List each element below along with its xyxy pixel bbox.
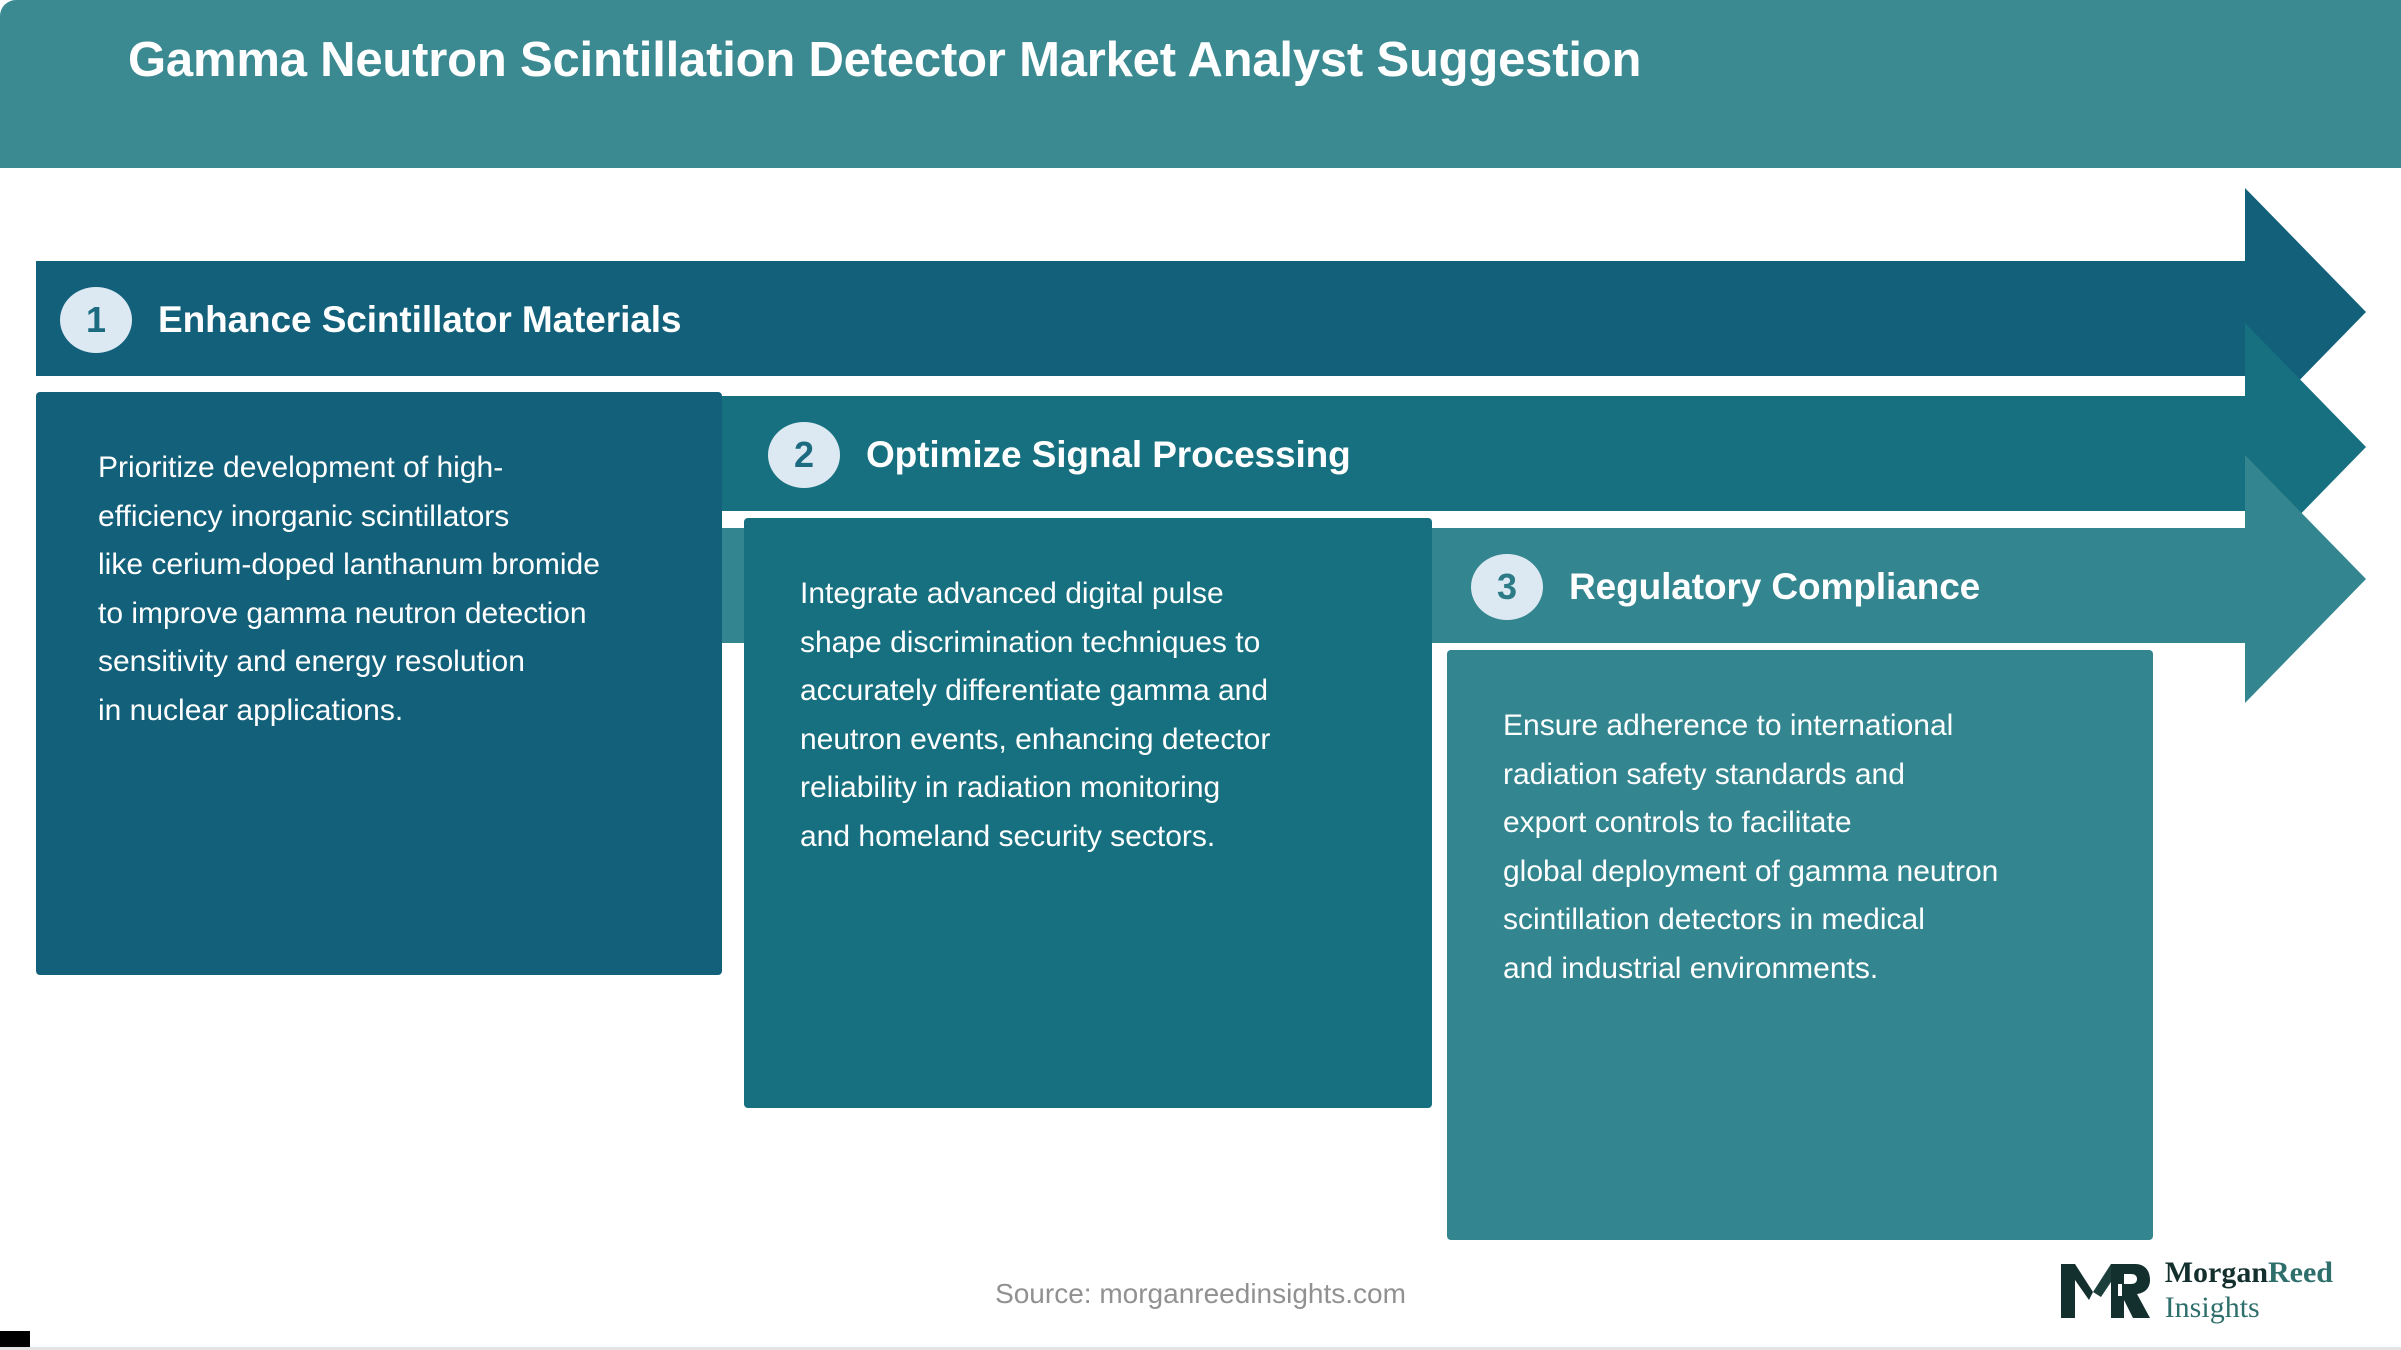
step-text-3: Ensure adherence to international radiat… xyxy=(1503,709,1999,985)
step-header-2[interactable]: 2 Optimize Signal Processing xyxy=(744,398,2238,511)
step-number-badge-2: 2 xyxy=(768,421,840,488)
step-body-3: Ensure adherence to international radiat… xyxy=(1447,650,2153,1240)
logo-line-2: Insights xyxy=(2164,1291,2260,1324)
logo-word-morgan: Morgan xyxy=(2164,1256,2269,1289)
header-band: Gamma Neutron Scintillation Detector Mar… xyxy=(0,0,2401,168)
step-text-2: Integrate advanced digital pulse shape d… xyxy=(800,577,1271,853)
brand-logo: MorganReed Insights xyxy=(2059,1258,2333,1323)
corner-mark xyxy=(0,1331,30,1347)
step-number-badge-1: 1 xyxy=(60,286,132,353)
mr-monogram-icon xyxy=(2060,1263,2150,1318)
step-title-2: Optimize Signal Processing xyxy=(866,433,1351,475)
step-text-1: Prioritize development of high- efficien… xyxy=(98,451,600,727)
step-number-badge-3: 3 xyxy=(1471,553,1543,620)
logo-line-1: MorganReed xyxy=(2165,1258,2333,1288)
step-body-1: Prioritize development of high- efficien… xyxy=(36,392,722,975)
page-title: Gamma Neutron Scintillation Detector Mar… xyxy=(128,33,1642,87)
logo-word-reed: Reed xyxy=(2268,1256,2333,1289)
step-body-2: Integrate advanced digital pulse shape d… xyxy=(744,518,1432,1108)
source-note: Source: morganreedinsights.com xyxy=(995,1278,1406,1309)
step-header-1[interactable]: 1 Enhance Scintillator Materials xyxy=(36,263,2238,376)
step-title-3: Regulatory Compliance xyxy=(1569,565,1981,607)
step-title-1: Enhance Scintillator Materials xyxy=(158,298,682,340)
logo-wordmark: MorganReed Insights xyxy=(2165,1258,2333,1323)
step-header-3[interactable]: 3 Regulatory Compliance xyxy=(1447,530,2238,643)
